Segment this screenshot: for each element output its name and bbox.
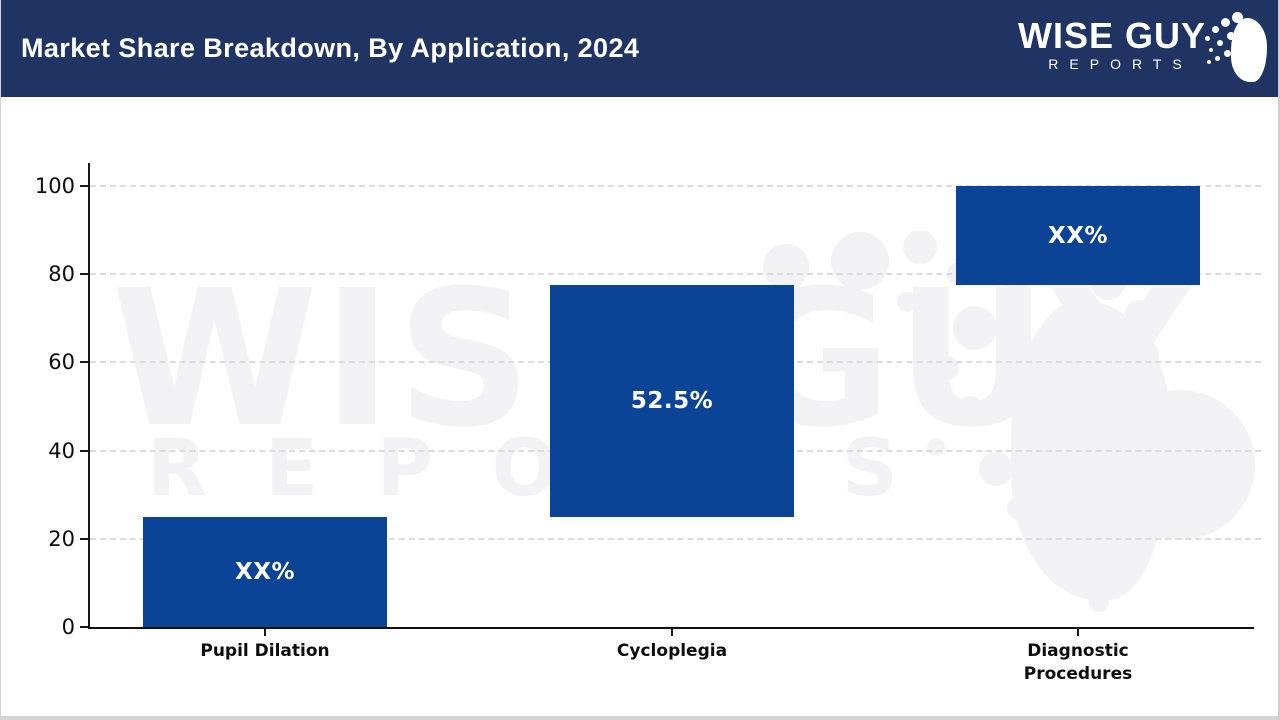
header-bar: Market Share Breakdown, By Application, … bbox=[1, 0, 1278, 97]
bar-diagnostic-procedures[interactable]: XX% bbox=[956, 186, 1200, 286]
decorative-dot bbox=[935, 356, 959, 380]
y-tick-mark bbox=[80, 626, 88, 628]
decorative-dot bbox=[955, 396, 985, 426]
decorative-dot bbox=[979, 452, 1013, 486]
decorative-dot bbox=[1221, 18, 1230, 27]
x-axis-line bbox=[88, 627, 1254, 629]
page-title: Market Share Breakdown, By Application, … bbox=[21, 33, 640, 63]
wiseguy-logo: WISE GUY REPORTS bbox=[1017, 10, 1267, 90]
bar-value-label: 52.5% bbox=[630, 387, 714, 414]
decorative-dot bbox=[763, 244, 809, 290]
gridline-80 bbox=[90, 273, 1261, 276]
bar-value-label: XX% bbox=[234, 558, 295, 585]
y-tick-label: 60 bbox=[48, 350, 75, 375]
x-tick-mark bbox=[671, 629, 673, 636]
y-tick-mark bbox=[80, 449, 88, 452]
decorative-dot bbox=[1227, 32, 1235, 40]
y-tick-label: 20 bbox=[48, 526, 75, 551]
decorative-dot bbox=[831, 232, 889, 290]
gridline-20 bbox=[90, 537, 1261, 540]
bar-cycloplegia[interactable]: 52.5% bbox=[550, 285, 794, 517]
x-category-label: Pupil Dilation bbox=[200, 641, 330, 661]
decorative-dot bbox=[1232, 12, 1243, 23]
decorative-dot bbox=[1233, 42, 1242, 51]
bar-pupil-dilation[interactable]: XX% bbox=[143, 516, 387, 627]
x-tick-mark bbox=[264, 629, 266, 636]
y-tick-label: 0 bbox=[61, 615, 75, 639]
y-tick-label: 100 bbox=[34, 174, 75, 198]
decorative-dot bbox=[1215, 56, 1220, 61]
y-tick-mark bbox=[80, 537, 88, 540]
decorative-dot bbox=[1238, 24, 1246, 32]
decorative-dot bbox=[927, 438, 945, 456]
decorative-dot bbox=[1205, 36, 1210, 41]
decorative-dot bbox=[1217, 40, 1223, 46]
y-tick-label: 80 bbox=[48, 262, 75, 287]
y-axis-line bbox=[88, 163, 90, 629]
y-tick-mark bbox=[80, 361, 88, 364]
x-category-label: Cycloplegia bbox=[616, 641, 728, 661]
decorative-dot bbox=[953, 306, 997, 350]
decorative-dot bbox=[897, 292, 917, 312]
logo-subtitle: REPORTS bbox=[1048, 56, 1193, 72]
decorative-dot bbox=[1207, 60, 1211, 64]
bottom-border bbox=[1, 716, 1278, 720]
y-tick-mark bbox=[80, 273, 88, 276]
decorative-dot bbox=[1224, 50, 1231, 57]
decorative-dot bbox=[1209, 48, 1213, 52]
logo-wordmark: WISE GUY bbox=[1017, 15, 1207, 56]
y-tick-mark bbox=[80, 185, 88, 187]
bar-value-label: XX% bbox=[1047, 222, 1108, 249]
x-tick-mark bbox=[1077, 629, 1079, 636]
decorative-dot bbox=[1212, 26, 1219, 33]
decorative-dot bbox=[903, 230, 937, 264]
gridline-100 bbox=[90, 185, 1261, 187]
y-tick-label: 40 bbox=[48, 438, 75, 463]
x-category-label: Diagnostic Procedures bbox=[1023, 641, 1133, 684]
logo-face-icon bbox=[1205, 10, 1267, 90]
